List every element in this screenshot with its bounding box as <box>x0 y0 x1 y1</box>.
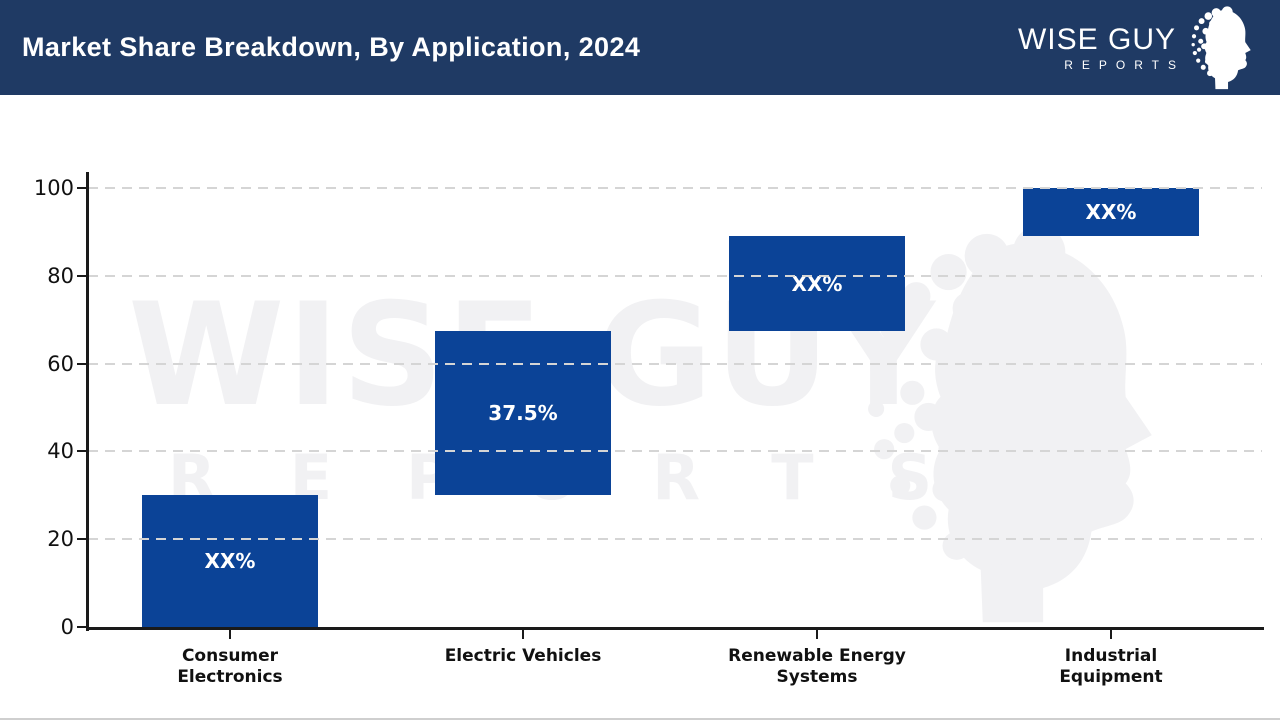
x-tick-2 <box>522 630 524 639</box>
footer-divider <box>0 718 1280 720</box>
gridline-20 <box>88 538 1262 541</box>
y-tick-100 <box>77 187 86 189</box>
bar-consumer-electronics: XX% <box>142 495 318 627</box>
y-tick-0 <box>77 626 86 628</box>
y-tick-40 <box>77 450 86 453</box>
gridline-60 <box>88 362 1262 365</box>
chart-area: WISE GUY REPORTS XX%37.5%XX%XX% 02040608… <box>0 95 1280 718</box>
x-axis-spine <box>86 627 1264 630</box>
y-tick-label-100: 100 <box>33 176 74 200</box>
brand-name: WISE GUY <box>1017 22 1176 56</box>
bar-industrial-equipment: XX% <box>1023 188 1199 237</box>
x-category-label: Industrial Equipment <box>1059 646 1163 687</box>
y-tick-60 <box>77 362 86 365</box>
x-category-label: Renewable Energy Systems <box>728 646 906 687</box>
gridline-100 <box>88 187 1262 189</box>
x-category-label: Consumer Electronics <box>177 646 283 687</box>
plot-area: XX% 37.5% XX% XX% <box>88 187 1262 627</box>
x-tick-4 <box>1110 630 1112 639</box>
x-tick-3 <box>816 630 818 639</box>
bar-value-label: 37.5% <box>488 401 558 425</box>
gridline-80 <box>88 274 1262 277</box>
y-tick-label-60: 60 <box>47 351 74 376</box>
header-bar: Market Share Breakdown, By Application, … <box>0 0 1280 95</box>
bar-value-label: XX% <box>204 549 256 574</box>
y-tick-label-20: 20 <box>47 527 74 552</box>
bar-renewable-energy-systems: XX% <box>729 236 905 331</box>
brand-head-icon <box>1180 6 1266 90</box>
y-tick-80 <box>77 274 86 277</box>
brand-logo-text: WISE GUY REPORTS <box>1017 22 1176 72</box>
y-axis-spine <box>86 172 89 631</box>
x-tick-1 <box>229 630 231 639</box>
chart-title: Market Share Breakdown, By Application, … <box>22 32 641 62</box>
y-tick-20 <box>77 538 86 541</box>
y-tick-label-40: 40 <box>47 439 74 464</box>
x-category-label: Electric Vehicles <box>444 646 602 666</box>
y-tick-label-80: 80 <box>47 263 74 288</box>
y-tick-label-0: 0 <box>60 615 74 639</box>
bar-value-label: XX% <box>1085 200 1137 225</box>
gridline-40 <box>88 450 1262 453</box>
brand-subtitle: REPORTS <box>1064 57 1185 72</box>
brand-logo: WISE GUY REPORTS <box>1018 4 1266 92</box>
bar-electric-vehicles: 37.5% <box>435 330 611 496</box>
